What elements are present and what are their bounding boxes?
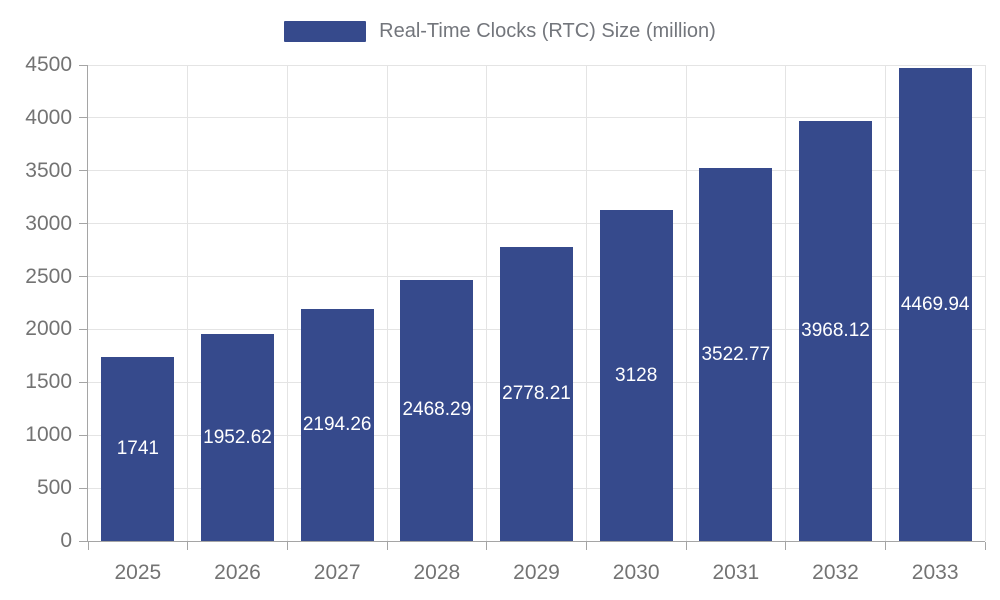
plot-area: 0 500 1000 1500 2000 2500 3000 3500 4000 4500 1741… (25, 53, 986, 584)
gridline-vertical (486, 65, 488, 541)
y-axis-tick (79, 117, 87, 119)
bar[interactable]: 4469.94 (898, 68, 972, 541)
y-axis-line (87, 65, 88, 541)
x-tick-label: 2029 (513, 561, 560, 584)
bar[interactable]: 3128 (599, 210, 673, 541)
bar-value-label: 3128 (615, 364, 658, 386)
x-axis-tick (386, 542, 388, 550)
bar-value-label: 2468.29 (402, 399, 472, 421)
gridline-horizontal (88, 223, 985, 225)
y-tick-label: 4500 (25, 53, 72, 76)
y-axis-tick (79, 64, 87, 66)
y-axis-tick (79, 381, 87, 383)
bar[interactable]: 2468.29 (400, 279, 474, 541)
x-axis-tick (87, 542, 89, 550)
x-axis-tick (884, 542, 886, 550)
gridline-horizontal (88, 170, 985, 172)
x-axis-tick (685, 542, 687, 550)
legend-label: Real-Time Clocks (RTC) Size (million) (379, 20, 716, 42)
legend-swatch (284, 21, 367, 42)
y-tick-label: 3500 (25, 158, 72, 182)
y-tick-label: 3000 (25, 211, 72, 235)
y-axis-tick (79, 487, 87, 489)
bar[interactable]: 1952.62 (201, 334, 274, 541)
x-tick-label: 2028 (413, 561, 461, 584)
y-tick-label: 1000 (25, 423, 72, 447)
y-axis-tick (79, 434, 87, 436)
gridline-vertical (286, 65, 288, 541)
x-tick-label: 2031 (712, 561, 760, 584)
y-tick-label: 2000 (25, 317, 72, 341)
gridline-horizontal (88, 64, 985, 66)
gridline-vertical (187, 65, 189, 541)
bar[interactable]: 2194.26 (300, 308, 374, 541)
y-tick-label: 2500 (25, 264, 72, 288)
bar-value-label: 4469.94 (900, 293, 970, 315)
bar-value-label: 1952.62 (203, 426, 272, 448)
x-axis-tick (486, 542, 488, 550)
bar[interactable]: 1741 (101, 356, 175, 541)
x-tick-label: 2032 (812, 561, 859, 584)
x-tick-label: 2030 (612, 561, 660, 584)
gridline-vertical (984, 65, 986, 541)
gridline-vertical (785, 65, 787, 541)
y-tick-label: 0 (60, 529, 72, 552)
bar[interactable]: 3968.12 (799, 121, 872, 541)
x-axis-tick (187, 542, 189, 550)
x-tick-label: 2027 (313, 561, 361, 584)
x-axis-tick (286, 542, 288, 550)
y-tick-label: 4000 (25, 105, 72, 129)
gridline-vertical (685, 65, 687, 541)
bar-value-label: 2778.21 (502, 383, 571, 405)
x-axis-tick (585, 542, 587, 550)
legend[interactable]: Real-Time Clocks (RTC) Size (million) (0, 20, 1000, 43)
bar-value-label: 2194.26 (302, 413, 372, 435)
bar[interactable]: 2778.21 (500, 247, 573, 541)
x-tick-label: 2026 (214, 561, 261, 584)
y-axis-tick (79, 328, 87, 330)
x-axis-tick (785, 542, 787, 550)
bar-value-label: 3522.77 (701, 343, 771, 365)
bar-value-label: 3968.12 (801, 320, 870, 342)
bar-value-label: 1741 (116, 437, 159, 459)
bar[interactable]: 3522.77 (699, 168, 773, 541)
y-tick-label: 1500 (25, 370, 72, 394)
gridline-horizontal (88, 117, 985, 119)
gridline-vertical (884, 65, 886, 541)
gridline-vertical (386, 65, 388, 541)
y-tick-label: 500 (36, 476, 72, 500)
x-axis-line (79, 541, 985, 542)
x-axis-tick (984, 542, 986, 550)
gridline-vertical (585, 65, 587, 541)
x-tick-label: 2033 (911, 561, 959, 584)
y-axis-tick (79, 170, 87, 172)
y-axis-tick (79, 223, 87, 225)
y-axis-tick (79, 276, 87, 278)
x-tick-label: 2025 (114, 561, 162, 584)
